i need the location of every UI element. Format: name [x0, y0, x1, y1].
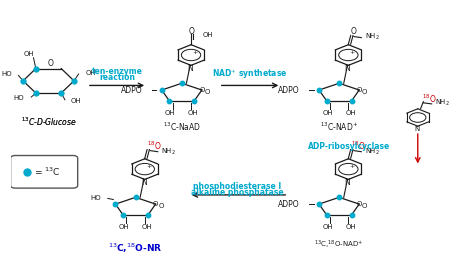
Text: O: O [362, 89, 367, 95]
Text: O: O [158, 203, 164, 209]
Text: OH: OH [142, 224, 153, 230]
Text: OH: OH [322, 224, 333, 230]
Text: NH$_2$: NH$_2$ [365, 32, 380, 43]
Text: OH: OH [118, 224, 129, 230]
Text: O: O [351, 27, 356, 36]
Text: N: N [141, 178, 147, 187]
Text: O: O [189, 27, 195, 36]
Text: OH: OH [346, 110, 356, 116]
Text: O: O [362, 203, 367, 209]
Text: ADPO: ADPO [121, 86, 143, 95]
Text: OH: OH [346, 224, 356, 230]
Text: OH: OH [202, 32, 213, 38]
Text: HO: HO [1, 71, 11, 77]
Text: = $^{13}$C: = $^{13}$C [34, 166, 60, 178]
Text: $^{18}$O: $^{18}$O [147, 140, 162, 152]
Text: +: + [349, 164, 355, 170]
Text: NH$_2$: NH$_2$ [435, 98, 450, 108]
Text: O: O [153, 201, 158, 207]
Text: reaction: reaction [99, 73, 135, 82]
Text: +: + [146, 164, 151, 170]
Text: OH: OH [188, 110, 199, 116]
Text: N: N [345, 64, 350, 73]
Text: N: N [187, 64, 193, 73]
Text: $^{13}$C-D-Glucose: $^{13}$C-D-Glucose [20, 115, 76, 128]
FancyBboxPatch shape [10, 156, 78, 188]
Text: $^{18}$O: $^{18}$O [422, 92, 437, 105]
Text: ten-enzyme: ten-enzyme [91, 67, 143, 76]
Text: OH: OH [71, 98, 81, 104]
Text: NH$_2$: NH$_2$ [161, 146, 176, 156]
Text: ADP-ribosylcyclase: ADP-ribosylcyclase [308, 141, 390, 150]
Text: +: + [349, 50, 355, 55]
Text: $^{18}$O: $^{18}$O [351, 140, 365, 152]
Text: N: N [345, 178, 350, 187]
Text: $^{13}$C,$^{18}$O-NR: $^{13}$C,$^{18}$O-NR [109, 241, 163, 254]
Text: ADPO: ADPO [278, 86, 300, 95]
Text: OH: OH [85, 70, 96, 76]
Text: HO: HO [14, 96, 24, 102]
Text: OH: OH [165, 110, 175, 116]
Text: NH$_2$: NH$_2$ [365, 146, 380, 156]
Text: +: + [192, 50, 197, 55]
Text: N: N [415, 126, 420, 132]
Text: $^{13}$C-NAD$^{+}$: $^{13}$C-NAD$^{+}$ [320, 121, 358, 133]
Text: alkaline phosphatase: alkaline phosphatase [191, 188, 283, 197]
Text: O: O [205, 89, 210, 95]
Text: HO: HO [90, 195, 101, 201]
Text: $^{13}$C,$^{18}$O-NAD$^{+}$: $^{13}$C,$^{18}$O-NAD$^{+}$ [314, 239, 364, 251]
Text: O: O [356, 87, 362, 93]
Text: OH: OH [24, 51, 34, 57]
Text: $^{13}$C-NaAD: $^{13}$C-NaAD [163, 121, 201, 133]
Text: O: O [48, 59, 54, 68]
Text: ADPO: ADPO [278, 200, 300, 209]
Text: O: O [356, 201, 362, 207]
Text: phosphodiesterase I: phosphodiesterase I [193, 182, 282, 191]
Text: O: O [199, 87, 205, 93]
Text: NAD$^{+}$ synthetase: NAD$^{+}$ synthetase [212, 67, 288, 81]
Text: $^{13}$C-D-Glucose: $^{13}$C-D-Glucose [20, 115, 76, 128]
Text: OH: OH [322, 110, 333, 116]
